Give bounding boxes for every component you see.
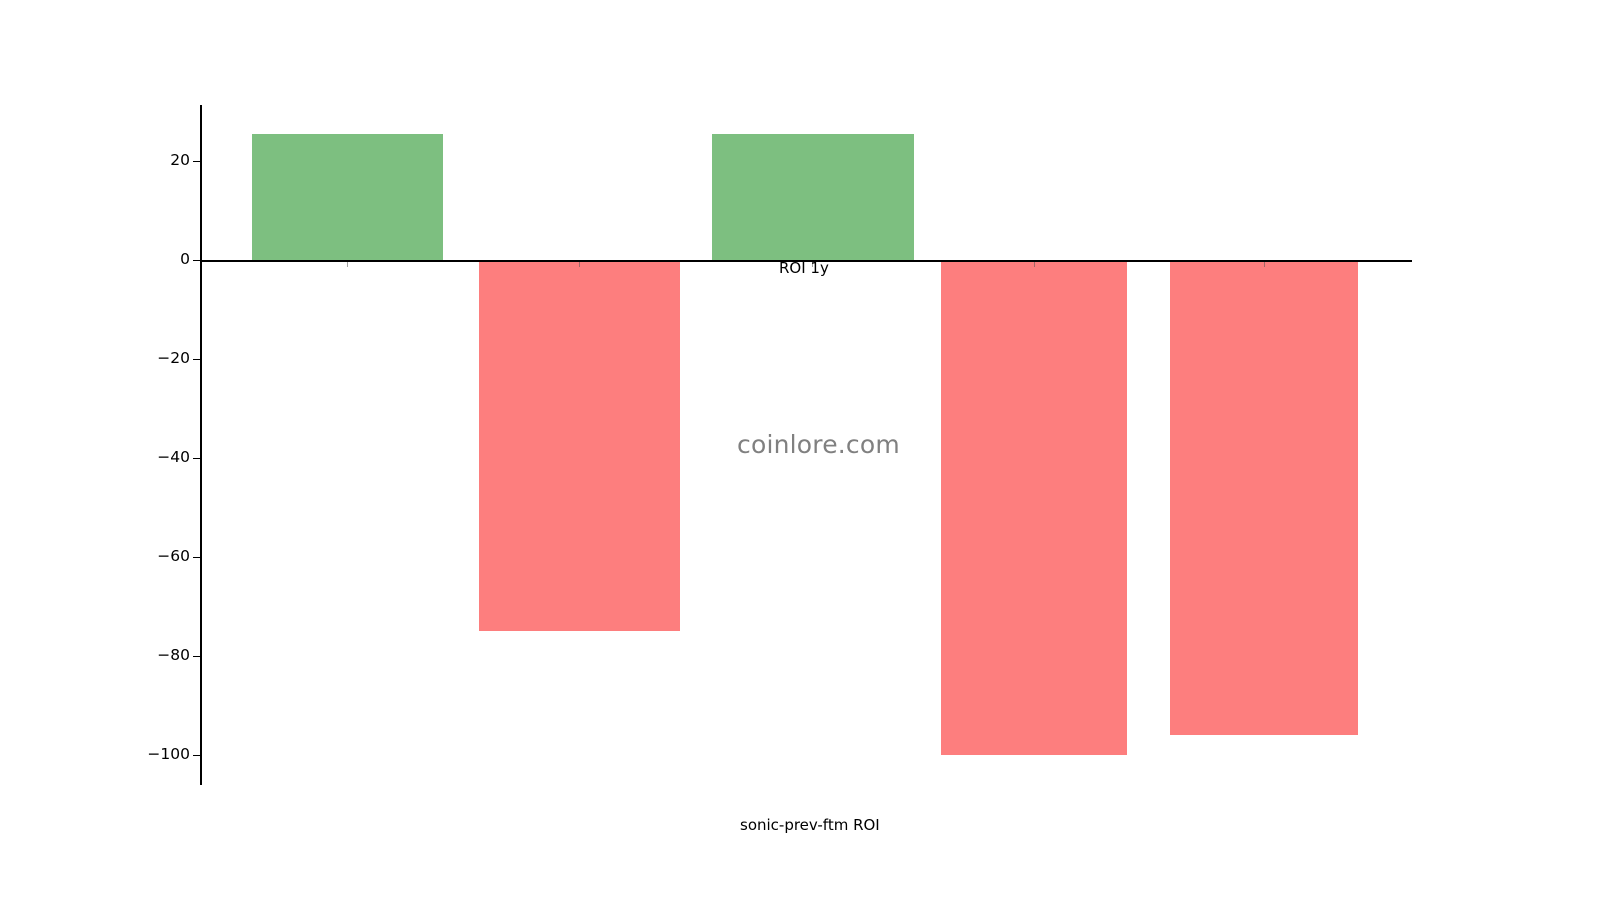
y-tick-mark-neg20 xyxy=(193,359,200,361)
y-tick-mark-neg100 xyxy=(193,755,200,757)
x-tick-mark-3 xyxy=(1034,261,1036,267)
bar-4[interactable] xyxy=(1170,261,1358,735)
y-tick-label-neg20: −20 xyxy=(157,349,190,367)
y-tick-mark-neg40 xyxy=(193,458,200,460)
zero-baseline xyxy=(200,260,1412,262)
bar-3[interactable] xyxy=(941,261,1127,755)
x-tick-mark-1 xyxy=(579,261,581,267)
x-tick-mark-2 xyxy=(812,261,814,267)
x-tick-mark-4 xyxy=(1264,261,1266,267)
x-tick-mark-0 xyxy=(347,261,349,267)
y-tick-label-neg100: −100 xyxy=(147,745,190,763)
y-tick-label-0: 0 xyxy=(180,250,190,268)
y-axis-spine xyxy=(200,105,202,785)
y-tick-mark-20 xyxy=(193,161,200,163)
center-annotation-roi-1y: ROI 1y xyxy=(779,259,829,277)
watermark-coinlore: coinlore.com xyxy=(737,430,900,459)
x-axis-label: sonic-prev-ftm ROI xyxy=(740,816,880,834)
y-tick-mark-neg60 xyxy=(193,557,200,559)
bar-0[interactable] xyxy=(252,134,443,261)
bar-1[interactable] xyxy=(479,261,680,631)
y-tick-mark-0 xyxy=(193,260,200,262)
y-tick-label-neg40: −40 xyxy=(157,448,190,466)
y-tick-label-neg60: −60 xyxy=(157,547,190,565)
y-tick-label-neg80: −80 xyxy=(157,646,190,664)
y-tick-label-20: 20 xyxy=(170,151,190,169)
y-tick-mark-neg80 xyxy=(193,656,200,658)
bar-2[interactable] xyxy=(712,134,914,261)
